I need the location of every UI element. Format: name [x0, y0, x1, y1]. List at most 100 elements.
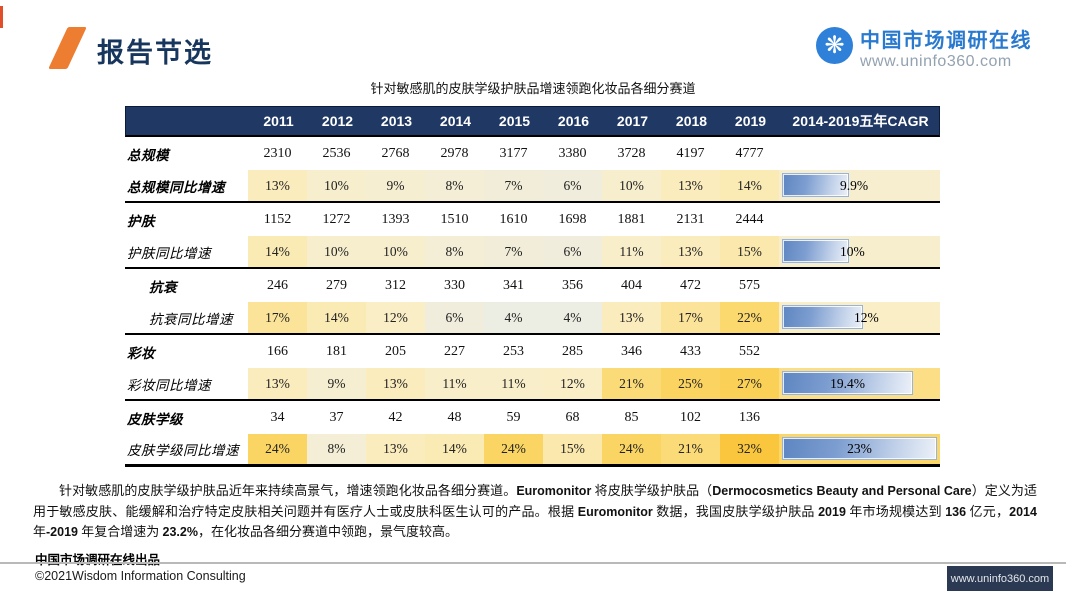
row-label: 总规模 [127, 147, 169, 163]
value-cell: 356 [562, 277, 583, 293]
cagr-data-bar [782, 305, 863, 329]
table-row: 护肤同比增速 14% 10% 10% 8% 7% 6% 11% 13% 15% 10% [125, 236, 940, 269]
value-cell: 246 [267, 277, 288, 293]
paragraph-segment: 数据，我国皮肤学级护肤品 [652, 503, 819, 519]
cagr-cell [779, 269, 940, 302]
value-cell: 2310 [263, 145, 292, 161]
table-row: 彩妆同比增速 13% 9% 13% 11% 11% 12% 21% 25% 27% 19.4% [125, 368, 940, 401]
cagr-cell [779, 401, 940, 434]
value-cell: 346 [621, 343, 642, 359]
growth-cell: 13% [661, 236, 720, 267]
growth-cell: 17% [248, 302, 307, 333]
cagr-cell: 19.4% [779, 368, 940, 399]
growth-cell: 13% [366, 368, 425, 399]
growth-cell: 13% [248, 368, 307, 399]
cagr-cell [779, 137, 940, 170]
paragraph-bold-segment: Dermocosmetics Beauty and Personal Care [712, 484, 972, 498]
paragraph-segment: 亿元， [966, 503, 1010, 519]
value-cell: 85 [624, 409, 639, 425]
brand-name: 中国市场调研在线 [860, 30, 1032, 52]
value-cell: 330 [444, 277, 465, 293]
value-cell: 4777 [735, 145, 764, 161]
growth-cell: 13% [661, 170, 720, 201]
growth-cell: 6% [425, 302, 484, 333]
value-cell: 341 [503, 277, 524, 293]
value-cell: 227 [444, 343, 465, 359]
row-label: 彩妆 [127, 345, 155, 361]
growth-cell: 22% [720, 302, 779, 333]
footer-divider [0, 562, 1066, 564]
compass-star-icon: ❋ [816, 27, 853, 64]
value-cell: 1698 [558, 211, 587, 227]
table-caption: 针对敏感肌的皮肤学级护肤品增速领跑化妆品各细分赛道 [370, 81, 696, 96]
value-cell: 68 [565, 409, 580, 425]
table-row: 总规模同比增速 13% 10% 9% 8% 7% 6% 10% 13% 14% 9.9% [125, 170, 940, 203]
growth-cell: 13% [366, 434, 425, 464]
growth-cell: 8% [425, 170, 484, 201]
paragraph-bold-segment: -2019 [46, 525, 78, 539]
value-cell: 433 [680, 343, 701, 359]
cagr-value-label: 9.9% [840, 177, 869, 193]
row-label: 抗衰 [149, 279, 177, 295]
value-cell: 181 [326, 343, 347, 359]
growth-cell: 15% [720, 236, 779, 267]
growth-cell: 11% [425, 368, 484, 399]
value-cell: 2444 [735, 211, 764, 227]
header-year-cell: 2019 [734, 113, 767, 129]
growth-cell: 12% [543, 368, 602, 399]
growth-cell: 10% [602, 170, 661, 201]
value-cell: 42 [388, 409, 403, 425]
slash-accent-icon [48, 27, 87, 69]
growth-cell: 27% [720, 368, 779, 399]
header-year-cell: 2013 [380, 113, 413, 129]
brand-url-link[interactable]: www.uninfo360.com [860, 53, 1012, 70]
cagr-data-bar [782, 437, 937, 460]
value-cell: 2536 [322, 145, 351, 161]
growth-cell: 4% [543, 302, 602, 333]
paragraph-bold-segment: 23.2% [162, 525, 198, 539]
growth-cell: 14% [248, 236, 307, 267]
value-cell: 3728 [617, 145, 646, 161]
row-label: 皮肤学级 [127, 411, 183, 427]
growth-cell: 24% [248, 434, 307, 464]
header-year-cell: 2016 [557, 113, 590, 129]
growth-cell: 14% [425, 434, 484, 464]
cagr-value-label: 12% [854, 309, 879, 325]
paragraph-segment: 针对敏感肌的皮肤学级护肤品近年来持续高景气，增速领跑化妆品各细分赛道。 [59, 483, 517, 498]
header-cagr-cell: 2014-2019五年CAGR [792, 113, 929, 129]
table-row: 抗衰 246 279 312 330 341 356 404 472 575 [125, 269, 940, 302]
paragraph-segment: ，在化妆品各细分赛道中领跑，景气度较高。 [197, 524, 458, 539]
value-cell: 285 [562, 343, 583, 359]
value-cell: 205 [385, 343, 406, 359]
copyright-label: ©2021Wisdom Information Consulting [35, 569, 246, 583]
paragraph-segment: 年复合增速为 [78, 524, 163, 539]
growth-cell: 14% [307, 302, 366, 333]
value-cell: 279 [326, 277, 347, 293]
growth-cell: 13% [248, 170, 307, 201]
value-cell: 2131 [676, 211, 705, 227]
value-cell: 1393 [381, 211, 410, 227]
growth-cell: 24% [484, 434, 543, 464]
footer-site-link[interactable]: www.uninfo360.com [947, 566, 1053, 591]
row-label: 总规模同比增速 [127, 179, 225, 195]
row-label: 护肤同比增速 [127, 245, 211, 261]
paragraph-bold-segment: 2019 [818, 504, 846, 519]
value-cell: 552 [739, 343, 760, 359]
growth-cell: 21% [602, 368, 661, 399]
growth-cell: 10% [366, 236, 425, 267]
growth-cell: 25% [661, 368, 720, 399]
produced-by-label: 中国市场调研在线出品 [35, 553, 161, 567]
value-cell: 3177 [499, 145, 528, 161]
growth-cell: 14% [720, 170, 779, 201]
cagr-cell [779, 335, 940, 368]
value-cell: 3380 [558, 145, 587, 161]
cagr-value-label: 19.4% [830, 375, 865, 391]
row-label: 抗衰同比增速 [149, 311, 233, 327]
growth-cell: 10% [307, 236, 366, 267]
header-year-cell: 2012 [321, 113, 354, 129]
value-cell: 136 [739, 409, 760, 425]
growth-cell: 4% [484, 302, 543, 333]
value-cell: 1610 [499, 211, 528, 227]
paragraph-segment: 年市场规模达到 [845, 503, 946, 519]
growth-cell: 21% [661, 434, 720, 464]
